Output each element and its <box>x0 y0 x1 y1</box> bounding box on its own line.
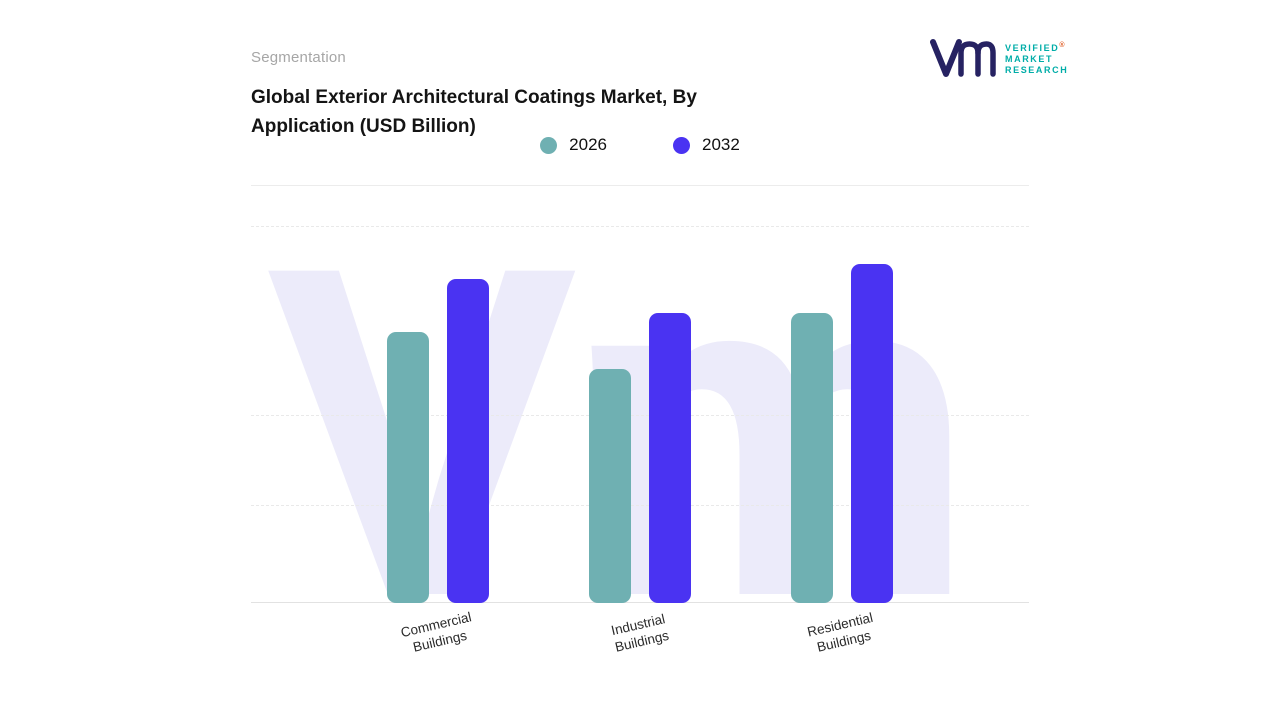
chart-legend: 2026 2032 <box>251 135 1029 155</box>
chart-title: Global Exterior Architectural Coatings M… <box>251 83 831 141</box>
vmr-logo: VERIFIED® MARKET RESEARCH <box>930 38 1068 78</box>
bar-group-residential-buildings <box>791 226 893 603</box>
gridline <box>251 414 1029 416</box>
bar-group-industrial-buildings <box>589 226 691 603</box>
header-divider <box>251 185 1029 186</box>
vmr-logo-line1: VERIFIED® <box>1005 42 1065 53</box>
legend-dot-2032 <box>673 136 690 154</box>
chart-title-line2: Application (USD Billion) <box>251 116 476 137</box>
chart-title-line1: Global Exterior Architectural Coatings M… <box>251 87 697 108</box>
vmr-logo-text: VERIFIED® MARKET RESEARCH <box>1005 40 1068 76</box>
bar-2032-residential-buildings[interactable] <box>851 263 893 603</box>
legend-item-2032[interactable]: 2032 <box>673 135 740 155</box>
legend-dot-2026 <box>540 136 558 154</box>
category-label-residential-buildings: Residential Buildings <box>805 609 875 655</box>
vmr-logo-line2: MARKET <box>1005 54 1054 64</box>
category-label-industrial-buildings: Industrial Buildings <box>609 611 671 655</box>
category-label-commercial-buildings: Commercial Buildings <box>399 609 473 655</box>
legend-item-2026[interactable]: 2026 <box>540 135 607 155</box>
bar-2026-residential-buildings[interactable] <box>791 312 833 603</box>
bar-2026-commercial-buildings[interactable] <box>387 331 429 603</box>
bar-group-commercial-buildings <box>387 226 489 603</box>
category-axis-labels: Commercial Buildings Industrial Buildings Re… <box>251 609 1029 654</box>
bar-2026-industrial-buildings[interactable] <box>589 369 631 603</box>
legend-label-2032: 2032 <box>702 135 740 154</box>
bar-chart-plot-area: Vm <box>251 226 1029 603</box>
x-axis-baseline <box>251 602 1029 603</box>
bar-2032-industrial-buildings[interactable] <box>649 312 691 603</box>
legend-label-2026: 2026 <box>569 135 607 154</box>
gridline <box>251 504 1029 506</box>
vmr-logo-mark-icon <box>930 39 996 77</box>
gridline <box>251 226 1029 227</box>
bar-groups <box>251 226 1029 603</box>
segmentation-eyebrow: Segmentation <box>251 49 346 66</box>
vmr-logo-line3: RESEARCH <box>1005 65 1069 75</box>
bar-2032-commercial-buildings[interactable] <box>447 278 489 603</box>
registered-mark: ® <box>1059 42 1065 49</box>
